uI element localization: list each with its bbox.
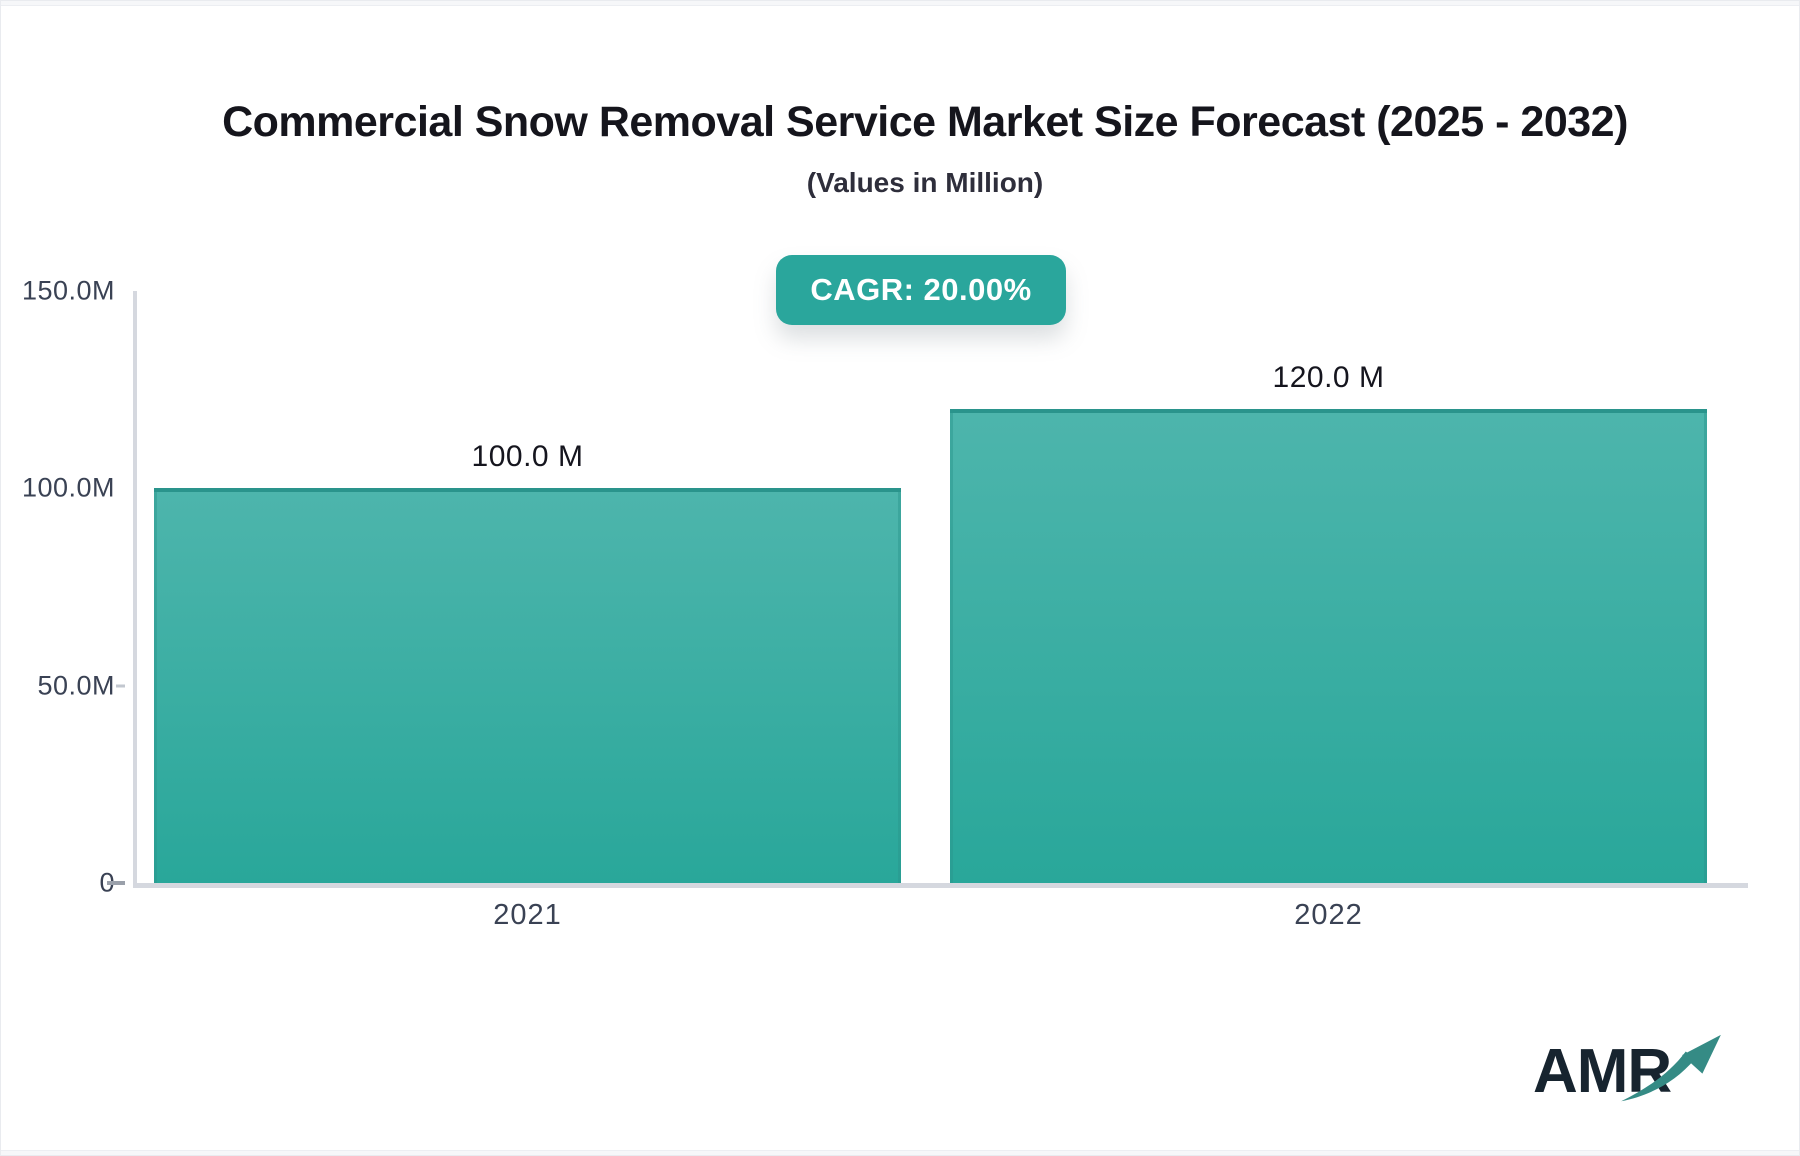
y-axis-tick-label: 0 [1,868,115,899]
bar-group-2021: 100.0 M 2021 [153,291,902,931]
page-title: Commercial Snow Removal Service Market S… [222,98,1628,146]
trending-up-arrow-icon [1621,1034,1721,1102]
cagr-badge: CAGR: 20.00% [776,255,1066,325]
bar-value-label: 120.0 M [1272,361,1385,395]
bar-2021[interactable] [153,488,902,883]
y-axis-tick-label: 150.0M [21,275,115,306]
chart-header: Commercial Snow Removal Service Market S… [26,97,1799,199]
x-axis-label-2021: 2021 [493,899,562,931]
chart-subtitle: (Values in Million) [806,166,1044,198]
x-axis-label-2022: 2022 [1294,899,1363,931]
y-axis-tick-label: 100.0M [21,472,115,503]
bar-group-2022: 120.0 M 2022 [949,291,1708,931]
bar-value-label: 100.0 M [471,440,584,474]
bar-2022[interactable] [949,409,1708,883]
y-axis-tick-label: 50.0M [37,670,115,701]
y-axis-tick-mark [116,684,125,688]
y-axis-tick-mark [107,881,125,885]
amr-logo: AMR [1533,1031,1733,1121]
plot-area: 150.0M 100.0M 50.0M 0 100.0 M 2021 120.0… [22,276,1748,931]
